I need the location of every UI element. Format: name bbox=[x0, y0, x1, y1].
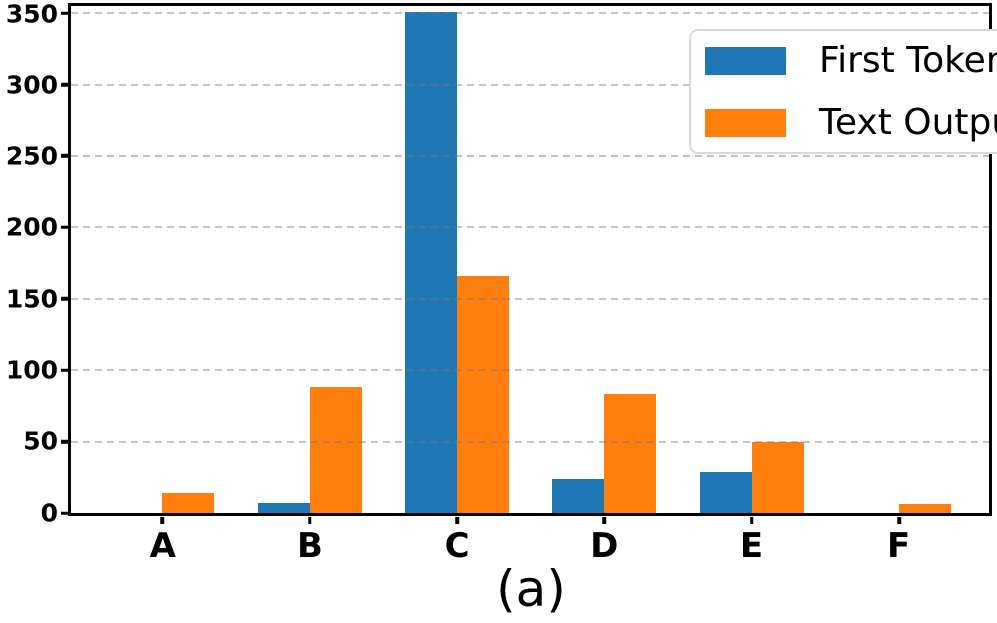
x-tick-mark-A bbox=[160, 516, 165, 524]
gridline-300 bbox=[71, 83, 989, 86]
x-tick-label-F: F bbox=[887, 526, 911, 566]
bar-text-output-E bbox=[751, 441, 804, 513]
bar-text-output-C bbox=[457, 275, 510, 513]
y-tick-label-50: 50 bbox=[23, 426, 58, 456]
y-axis-tick-labels: 0 50 100 150 200 250 300 350 bbox=[0, 0, 58, 527]
x-tick-label-B: B bbox=[296, 526, 323, 566]
bar-text-output-A bbox=[162, 493, 215, 513]
y-tick-label-200: 200 bbox=[5, 212, 58, 242]
legend: First Token Text Output bbox=[689, 29, 997, 154]
x-axis-tick-labels: A B C D E F bbox=[72, 524, 989, 566]
legend-item-first-token: First Token bbox=[705, 39, 997, 81]
y-tick-mark-150 bbox=[60, 297, 68, 301]
bar-text-output-F bbox=[899, 504, 952, 513]
x-tick-mark-C bbox=[455, 516, 459, 524]
bar-text-output-B bbox=[309, 387, 362, 513]
y-tick-label-100: 100 bbox=[5, 355, 58, 385]
x-tick-label-E: E bbox=[739, 526, 764, 566]
x-tick-mark-D bbox=[602, 516, 607, 524]
y-tick-mark-350 bbox=[60, 11, 68, 15]
x-tick-label-D: D bbox=[590, 526, 619, 566]
y-tick-label-350: 350 bbox=[5, 0, 58, 29]
y-tick-mark-0 bbox=[60, 511, 68, 515]
plot-area: First Token Text Output bbox=[60, 3, 997, 524]
y-tick-label-0: 0 bbox=[40, 498, 58, 527]
bar-first-token-D bbox=[552, 478, 605, 513]
y-tick-mark-50 bbox=[60, 439, 68, 444]
gridline-100 bbox=[71, 369, 989, 372]
x-tick-label-C: C bbox=[444, 526, 470, 566]
legend-label-first-token: First Token bbox=[819, 39, 997, 81]
x-tick-mark-E bbox=[749, 516, 754, 524]
y-tick-label-150: 150 bbox=[5, 284, 58, 314]
x-axis-label: (a) bbox=[496, 560, 566, 618]
gridline-200 bbox=[71, 226, 989, 229]
legend-swatch-text-output bbox=[705, 108, 786, 137]
x-tick-label-A: A bbox=[149, 526, 176, 566]
gridline-150 bbox=[71, 297, 989, 300]
legend-label-text-output: Text Output bbox=[819, 101, 997, 143]
gridline-250 bbox=[71, 154, 989, 157]
bar-text-output-D bbox=[604, 394, 657, 513]
legend-swatch-first-token bbox=[705, 46, 786, 75]
legend-item-text-output: Text Output bbox=[705, 101, 997, 143]
bar-first-token-B bbox=[257, 503, 310, 513]
gridline-50 bbox=[71, 440, 989, 443]
bar-first-token-E bbox=[699, 471, 752, 513]
gridline-350 bbox=[71, 12, 989, 15]
y-tick-mark-100 bbox=[60, 368, 68, 372]
x-tick-mark-F bbox=[897, 516, 901, 524]
y-tick-label-300: 300 bbox=[5, 70, 58, 100]
y-tick-mark-200 bbox=[60, 225, 68, 230]
y-tick-label-250: 250 bbox=[5, 141, 58, 171]
y-tick-mark-300 bbox=[60, 82, 68, 87]
y-tick-mark-250 bbox=[60, 154, 68, 158]
x-tick-mark-B bbox=[307, 516, 312, 524]
bar-first-token-C bbox=[405, 11, 458, 513]
